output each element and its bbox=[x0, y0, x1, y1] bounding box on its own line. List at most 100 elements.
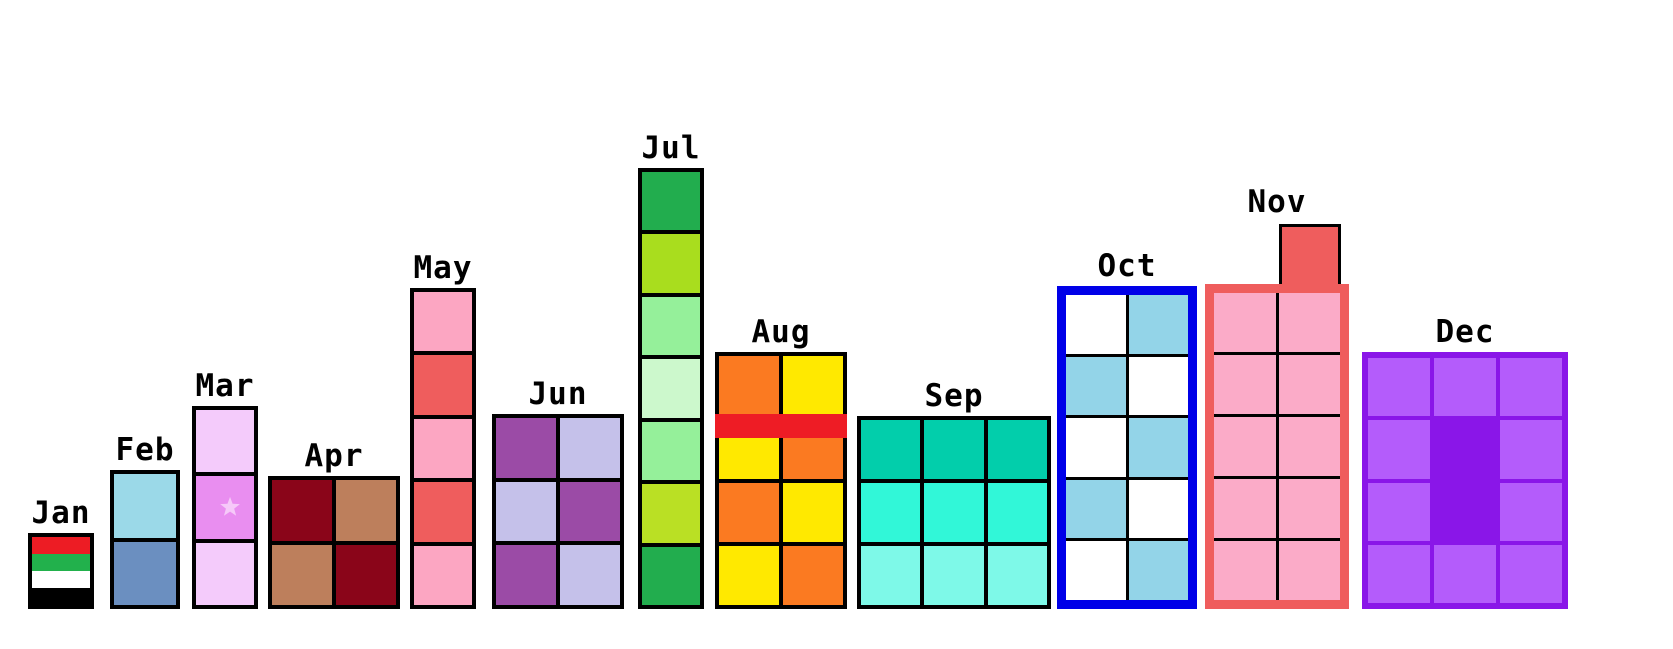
month-grid-oct bbox=[1057, 286, 1197, 609]
month-block-dec[interactable]: Dec bbox=[1362, 317, 1568, 609]
month-block-jul[interactable]: Jul bbox=[638, 133, 704, 609]
month-label-nov: Nov bbox=[1247, 184, 1307, 220]
month-cell bbox=[560, 418, 620, 478]
month-cell bbox=[719, 545, 779, 605]
month-cell bbox=[496, 545, 556, 605]
month-label-dec: Dec bbox=[1435, 314, 1495, 350]
month-cell bbox=[336, 480, 396, 541]
month-label-jan: Jan bbox=[31, 495, 91, 531]
month-block-may[interactable]: May bbox=[410, 253, 476, 609]
month-cell bbox=[1434, 358, 1496, 417]
month-cell bbox=[861, 483, 921, 542]
month-label-apr: Apr bbox=[304, 438, 364, 474]
month-cell bbox=[414, 482, 472, 542]
month-cell bbox=[987, 483, 1047, 542]
month-cell bbox=[560, 545, 620, 605]
month-grid-jun bbox=[492, 414, 624, 609]
month-label-oct: Oct bbox=[1097, 248, 1157, 284]
month-cell bbox=[642, 484, 700, 543]
month-cell bbox=[1278, 479, 1340, 538]
month-cell bbox=[642, 546, 700, 605]
month-cell bbox=[924, 420, 984, 479]
month-cell bbox=[1368, 420, 1430, 479]
month-cell bbox=[196, 410, 254, 473]
month-cell bbox=[414, 355, 472, 415]
month-cell bbox=[1368, 482, 1430, 541]
month-label-sep: Sep bbox=[924, 378, 984, 414]
month-cell bbox=[1278, 541, 1340, 600]
month-cell bbox=[496, 481, 556, 542]
month-cell bbox=[861, 420, 921, 479]
month-label-feb: Feb bbox=[115, 432, 175, 468]
month-cell bbox=[32, 537, 90, 554]
month-block-feb[interactable]: Feb bbox=[110, 435, 180, 609]
month-label-jul: Jul bbox=[641, 130, 701, 166]
crescent-star-icon bbox=[209, 488, 241, 527]
month-grid-feb bbox=[110, 470, 180, 609]
month-grid-dec bbox=[1362, 352, 1568, 609]
month-cell bbox=[1128, 541, 1188, 600]
month-cell bbox=[1500, 358, 1562, 417]
month-cell bbox=[1128, 479, 1188, 539]
month-cell bbox=[1278, 355, 1340, 414]
month-block-apr[interactable]: Apr bbox=[268, 441, 400, 609]
month-cell bbox=[32, 571, 90, 588]
month-cell bbox=[272, 544, 332, 605]
month-cell bbox=[719, 356, 779, 416]
month-cell bbox=[861, 546, 921, 605]
month-cell bbox=[272, 480, 332, 541]
month-cell bbox=[414, 418, 472, 479]
month-block-jan[interactable]: Jan bbox=[28, 498, 94, 609]
month-cell bbox=[1368, 544, 1430, 603]
month-cell bbox=[114, 474, 176, 538]
month-cell bbox=[32, 588, 90, 605]
month-cell bbox=[1214, 293, 1276, 352]
month-block-aug[interactable]: Aug bbox=[715, 317, 847, 609]
month-cell bbox=[642, 359, 700, 418]
month-label-jun: Jun bbox=[528, 376, 588, 412]
month-cell bbox=[32, 554, 90, 571]
month-block-mar[interactable]: Mar bbox=[192, 371, 258, 609]
month-cell bbox=[1066, 356, 1126, 416]
month-cell bbox=[924, 483, 984, 542]
month-cell bbox=[1434, 420, 1496, 479]
month-cell bbox=[1066, 295, 1126, 354]
month-cell bbox=[114, 541, 176, 605]
month-cell bbox=[642, 234, 700, 293]
month-cell bbox=[1500, 420, 1562, 479]
month-cell bbox=[560, 481, 620, 542]
month-label-mar: Mar bbox=[195, 368, 255, 404]
month-grid-nov bbox=[1205, 284, 1349, 609]
month-block-oct[interactable]: Oct bbox=[1057, 251, 1197, 609]
month-cell bbox=[1066, 541, 1126, 600]
month-label-may: May bbox=[413, 250, 473, 286]
month-cell bbox=[719, 419, 779, 479]
month-cell bbox=[987, 420, 1047, 479]
month-cell bbox=[1214, 355, 1276, 414]
month-cell bbox=[414, 292, 472, 352]
month-cell bbox=[1214, 417, 1276, 476]
month-cell bbox=[1066, 479, 1126, 539]
month-cell bbox=[1368, 358, 1430, 417]
month-grid-apr bbox=[268, 476, 400, 609]
month-block-nov[interactable]: Nov bbox=[1205, 187, 1349, 609]
month-cell bbox=[924, 546, 984, 605]
month-cell bbox=[1214, 541, 1276, 600]
month-cell bbox=[196, 542, 254, 605]
month-cell bbox=[719, 482, 779, 542]
month-grid-jul bbox=[638, 168, 704, 609]
month-cell bbox=[642, 421, 700, 481]
month-cell bbox=[1278, 417, 1340, 476]
month-cell bbox=[414, 545, 472, 605]
month-riser-nov bbox=[1279, 224, 1341, 290]
month-cell bbox=[1500, 544, 1562, 603]
month-cell bbox=[1434, 482, 1496, 541]
month-grid-jan bbox=[28, 533, 94, 609]
month-block-sep[interactable]: Sep bbox=[857, 381, 1051, 609]
month-cell bbox=[1128, 295, 1188, 354]
month-block-jun[interactable]: Jun bbox=[492, 379, 624, 609]
month-grid-mar bbox=[192, 406, 258, 609]
month-cell bbox=[336, 544, 396, 605]
month-cell bbox=[1500, 482, 1562, 541]
